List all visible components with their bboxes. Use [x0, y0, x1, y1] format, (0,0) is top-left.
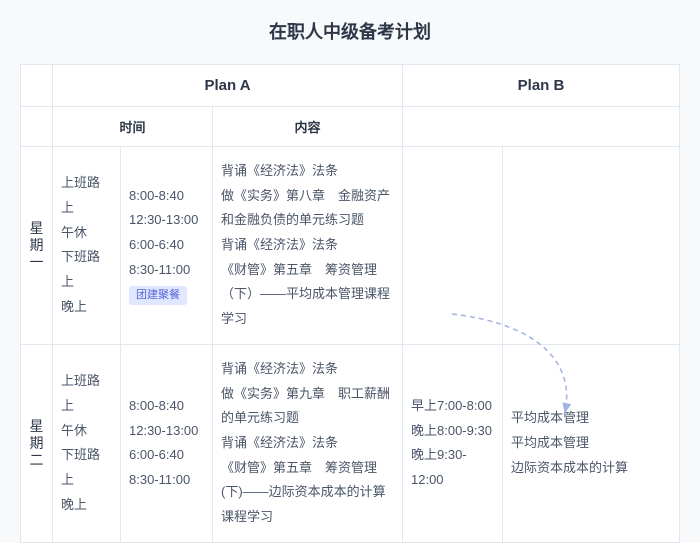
th-content: 内容 — [213, 107, 403, 147]
planb-content-cell — [503, 147, 680, 345]
content-cell: 背诵《经济法》法条做《实务》第九章 职工薪酬的单元练习题背诵《经济法》法条《财管… — [213, 344, 403, 542]
th-plan-b: Plan B — [403, 65, 680, 107]
content-cell: 背诵《经济法》法条做《实务》第八章 金融资产和金融负债的单元练习题背诵《经济法》… — [213, 147, 403, 345]
time-cell: 8:00-8:4012:30-13:006:00-6:408:30-11:00 — [121, 344, 213, 542]
period-cell: 上班路上午休下班路上晚上 — [53, 344, 121, 542]
th-blank — [21, 107, 53, 147]
time-cell: 8:00-8:4012:30-13:006:00-6:408:30-11:00团… — [121, 147, 213, 345]
planb-time-cell: 早上7:00-8:00晚上8:00-9:30晚上9:30-12:00 — [403, 344, 503, 542]
day-label: 星期二 — [21, 344, 53, 542]
th-planb-sub — [403, 107, 680, 147]
page-title: 在职人中级备考计划 — [20, 18, 680, 44]
schedule-table: Plan A Plan B 时间 内容 星期一上班路上午休下班路上晚上8:00-… — [20, 64, 680, 543]
period-cell: 上班路上午休下班路上晚上 — [53, 147, 121, 345]
th-plan-a: Plan A — [53, 65, 403, 107]
th-time: 时间 — [53, 107, 213, 147]
day-label: 星期一 — [21, 147, 53, 345]
event-badge: 团建聚餐 — [129, 286, 187, 305]
th-corner — [21, 65, 53, 107]
planb-content-cell: 平均成本管理平均成本管理边际资本成本的计算 — [503, 344, 680, 542]
schedule-table-wrap: Plan A Plan B 时间 内容 星期一上班路上午休下班路上晚上8:00-… — [20, 64, 680, 543]
planb-time-cell — [403, 147, 503, 345]
